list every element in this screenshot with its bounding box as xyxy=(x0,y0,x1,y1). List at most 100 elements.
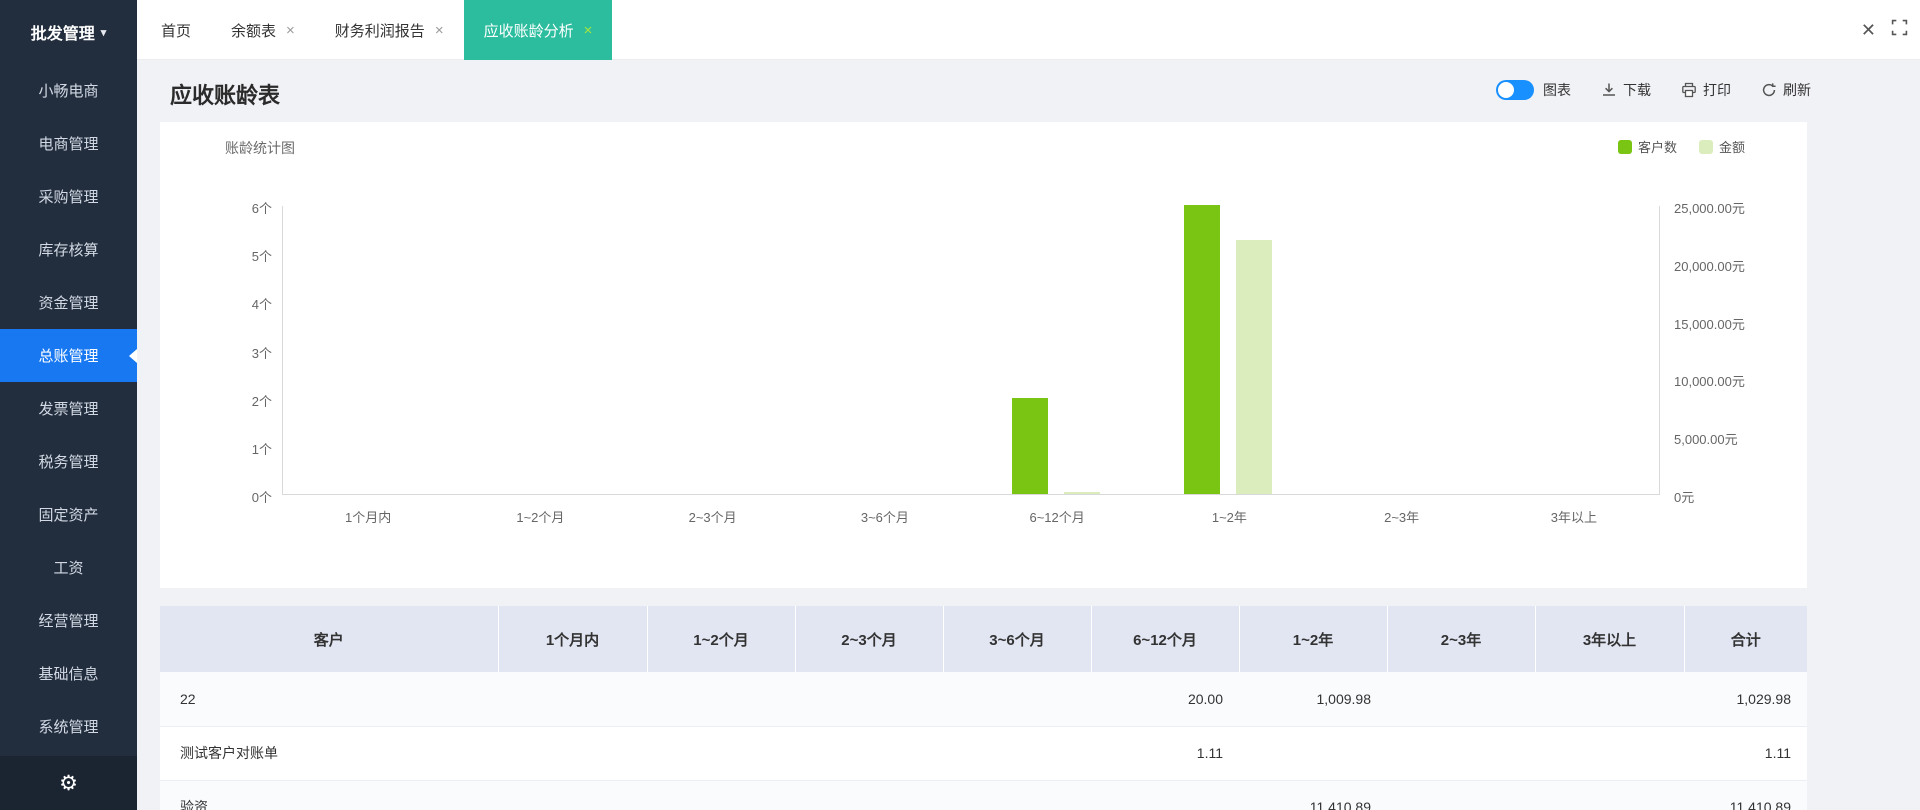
tab-close-icon[interactable]: × xyxy=(583,21,593,39)
chart-view-toggle-group: 图表 xyxy=(1496,80,1571,100)
tab-应收账龄分析[interactable]: 应收账龄分析 × xyxy=(463,0,613,60)
legend-label: 客户数 xyxy=(1637,140,1677,155)
close-icon: ✕ xyxy=(1860,19,1876,40)
amount-cell: 1.11 xyxy=(1091,726,1239,781)
x-axis-label-1个月内: 1个月内 xyxy=(345,510,392,525)
x-axis-label-1~2个月: 1~2个月 xyxy=(516,510,565,525)
table-row[interactable]: 22 20.00 1,009.98 1,029.98 xyxy=(160,672,1807,727)
page-title: 应收账龄表 xyxy=(170,83,281,108)
amount-cell xyxy=(1091,780,1239,810)
tab-首页[interactable]: 首页 xyxy=(141,0,211,60)
amount-cell xyxy=(1535,726,1684,781)
x-axis-label-2~3年: 2~3年 xyxy=(1384,510,1420,525)
fullscreen-button[interactable] xyxy=(1891,0,1908,60)
customer-cell: 测试客户对账单 xyxy=(160,726,498,781)
tab-bar: 首页 余额表 × 财务利润报告 × 应收账龄分析 × ✕ xyxy=(137,0,1920,60)
amount-cell xyxy=(1239,726,1387,781)
amount-cell xyxy=(647,672,795,727)
chart-card: 账龄统计图 客户数 金额 6个 5个 4个 3个 2个 1个 0个 25,000.00元 20,0… xyxy=(160,122,1807,588)
close-all-tabs-button[interactable]: ✕ xyxy=(1861,0,1876,60)
tab-label: 应收账龄分析 xyxy=(483,22,574,40)
bar-客户数-6~12个月[interactable] xyxy=(1012,397,1049,494)
tab-label: 首页 xyxy=(161,22,192,40)
chart-view-toggle-label: 图表 xyxy=(1543,82,1571,98)
amount-cell xyxy=(795,672,943,727)
bar-客户数-1~2年[interactable] xyxy=(1184,205,1221,494)
x-axis-label-6~12个月: 6~12个月 xyxy=(1029,510,1085,525)
y-axis-right-tick: 10,000.00元 xyxy=(1674,374,1745,390)
y-axis-left-tick: 0个 xyxy=(251,490,272,505)
column-header-合计: 合计 xyxy=(1684,606,1807,672)
sidebar-item-基础信息[interactable]: 基础信息 xyxy=(38,666,99,683)
amount-cell xyxy=(1535,672,1684,727)
column-header-6~12个月: 6~12个月 xyxy=(1091,606,1240,672)
amount-cell xyxy=(943,726,1091,781)
sidebar-item-经营管理[interactable]: 经营管理 xyxy=(38,613,99,630)
amount-cell xyxy=(498,672,647,727)
sidebar-item-固定资产[interactable]: 固定资产 xyxy=(38,507,99,524)
y-axis-right-tick: 25,000.00元 xyxy=(1674,201,1745,216)
amount-cell xyxy=(498,726,647,781)
sidebar-item-税务管理[interactable]: 税务管理 xyxy=(38,454,99,471)
bar-金额-1~2年[interactable] xyxy=(1236,239,1273,494)
column-header-1~2年: 1~2年 xyxy=(1239,606,1388,672)
refresh-icon xyxy=(1761,82,1777,98)
refresh-button[interactable]: 刷新 xyxy=(1761,80,1811,100)
column-header-3~6个月: 3~6个月 xyxy=(943,606,1092,672)
tab-close-icon[interactable]: × xyxy=(434,21,444,39)
sidebar-item-工资[interactable]: 工资 xyxy=(53,560,84,577)
sidebar-item-资金管理[interactable]: 资金管理 xyxy=(38,295,99,312)
sidebar-item-库存核算[interactable]: 库存核算 xyxy=(38,242,99,259)
amount-cell xyxy=(795,726,943,781)
chart-title: 账龄统计图 xyxy=(225,140,295,156)
sidebar-item-发票管理[interactable]: 发票管理 xyxy=(38,401,99,418)
print-button[interactable]: 打印 xyxy=(1681,80,1731,100)
amount-cell: 20.00 xyxy=(1091,672,1239,727)
table-row[interactable]: 测试客户对账单 1.11 1.11 xyxy=(160,726,1807,781)
refresh-label: 刷新 xyxy=(1783,82,1811,98)
download-label: 下载 xyxy=(1623,82,1651,98)
y-axis-right-tick: 15,000.00元 xyxy=(1674,316,1745,332)
sidebar-settings-button[interactable]: ⚙ xyxy=(0,756,137,810)
amount-cell xyxy=(1387,780,1535,810)
sidebar-item-系统管理[interactable]: 系统管理 xyxy=(38,719,99,736)
customer-cell: 22 xyxy=(160,672,498,727)
legend-swatch-icon xyxy=(1698,139,1713,154)
sidebar-item-小畅电商[interactable]: 小畅电商 xyxy=(38,83,99,100)
chevron-down-icon: ▾ xyxy=(100,26,107,39)
amount-cell xyxy=(943,780,1091,810)
tab-close-icon[interactable]: × xyxy=(286,21,295,39)
amount-cell xyxy=(1387,726,1535,781)
amount-cell xyxy=(647,780,795,810)
sidebar-item-采购管理[interactable]: 采购管理 xyxy=(38,189,99,206)
aging-table-body: 22 20.00 1,009.98 1,029.98 测试客户对账单 1.11 1.11 验资… xyxy=(160,672,1807,810)
tab-财务利润报告[interactable]: 财务利润报告 × xyxy=(315,0,464,60)
amount-cell xyxy=(795,780,943,810)
toolbar: 图表 下载 打印 刷新 xyxy=(1496,80,1811,100)
amount-cell xyxy=(1387,672,1535,727)
y-axis-right-tick: 20,000.00元 xyxy=(1674,258,1745,274)
sidebar-item-总账管理[interactable]: 总账管理 xyxy=(0,329,137,382)
legend-item-客户数[interactable]: 客户数 xyxy=(1617,137,1677,156)
table-row[interactable]: 验资 11,410.89 11,410.89 xyxy=(160,780,1807,810)
sidebar-item-电商管理[interactable]: 电商管理 xyxy=(38,136,99,153)
tab-label: 财务利润报告 xyxy=(334,22,425,40)
amount-cell: 1,029.98 xyxy=(1684,672,1807,727)
y-axis-left-tick: 5个 xyxy=(251,249,272,265)
download-button[interactable]: 下载 xyxy=(1601,80,1651,100)
tab-余额表[interactable]: 余额表 × xyxy=(211,0,315,60)
print-icon xyxy=(1681,82,1697,98)
chart-legend: 客户数 金额 xyxy=(1617,137,1745,156)
y-axis-left-tick: 2个 xyxy=(251,393,272,409)
chart-plot xyxy=(282,205,1660,495)
bar-金额-6~12个月[interactable] xyxy=(1064,492,1101,494)
sidebar-items: 小畅电商电商管理采购管理库存核算资金管理总账管理发票管理税务管理固定资产工资经营… xyxy=(0,64,137,753)
legend-item-金额[interactable]: 金额 xyxy=(1698,137,1745,156)
amount-cell xyxy=(498,780,647,810)
chart-view-toggle[interactable] xyxy=(1496,80,1534,100)
column-header-3年以上: 3年以上 xyxy=(1535,606,1685,672)
column-header-2~3个月: 2~3个月 xyxy=(795,606,944,672)
sidebar-company-switcher[interactable]: 批发管理 ▾ xyxy=(0,0,137,64)
y-axis-right-tick: 0元 xyxy=(1674,490,1695,505)
amount-cell: 1.11 xyxy=(1684,726,1807,781)
